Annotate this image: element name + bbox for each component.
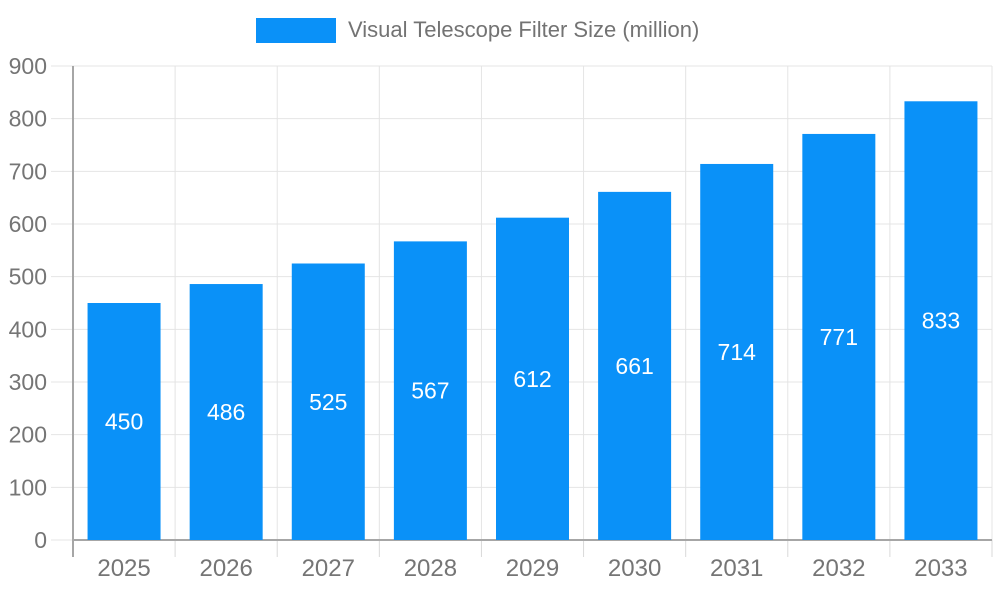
bar-2033[interactable]: [904, 101, 978, 540]
y-tick-label: 800: [9, 106, 47, 132]
x-tick-label: 2028: [404, 555, 457, 582]
x-tick-label: 2031: [710, 555, 763, 582]
y-tick-label: 200: [9, 422, 47, 448]
bar-2032[interactable]: [802, 133, 876, 540]
y-tick-label: 700: [9, 158, 47, 184]
y-tick-label: 900: [9, 53, 47, 79]
y-tick-label: 500: [9, 264, 47, 290]
y-tick-label: 300: [9, 369, 47, 395]
bar-2026[interactable]: [189, 284, 263, 540]
legend-swatch: [256, 17, 336, 43]
bar-value-label: 714: [718, 339, 757, 365]
y-tick-label: 600: [9, 211, 47, 237]
bar-value-label: 525: [309, 389, 347, 415]
bar-value-label: 567: [411, 378, 449, 404]
x-tick-label: 2030: [608, 555, 661, 582]
y-tick-label: 0: [34, 527, 47, 553]
y-tick-label: 100: [9, 474, 47, 500]
bar-2027[interactable]: [291, 263, 365, 541]
legend-item[interactable]: Visual Telescope Filter Size (million): [256, 17, 699, 43]
bar-value-label: 486: [207, 399, 245, 425]
bar-value-label: 450: [105, 409, 143, 435]
bar-2029[interactable]: [496, 217, 569, 540]
bar-value-label: 612: [513, 366, 551, 392]
bar-value-label: 661: [615, 353, 653, 379]
x-tick-label: 2033: [914, 555, 967, 582]
bar-2031[interactable]: [700, 163, 774, 540]
x-tick-label: 2026: [199, 555, 252, 582]
bar-2028[interactable]: [393, 241, 467, 540]
x-tick-label: 2032: [812, 555, 865, 582]
bar-2025[interactable]: [87, 303, 161, 540]
bar-value-label: 771: [820, 324, 858, 350]
bar-2030[interactable]: [598, 191, 672, 540]
legend-label: Visual Telescope Filter Size (million): [348, 17, 700, 42]
y-tick-label: 400: [9, 316, 47, 342]
bar-value-label: 833: [922, 308, 960, 334]
x-tick-label: 2027: [302, 555, 355, 582]
x-tick-label: 2025: [97, 555, 150, 582]
x-tick-label: 2029: [506, 555, 559, 582]
